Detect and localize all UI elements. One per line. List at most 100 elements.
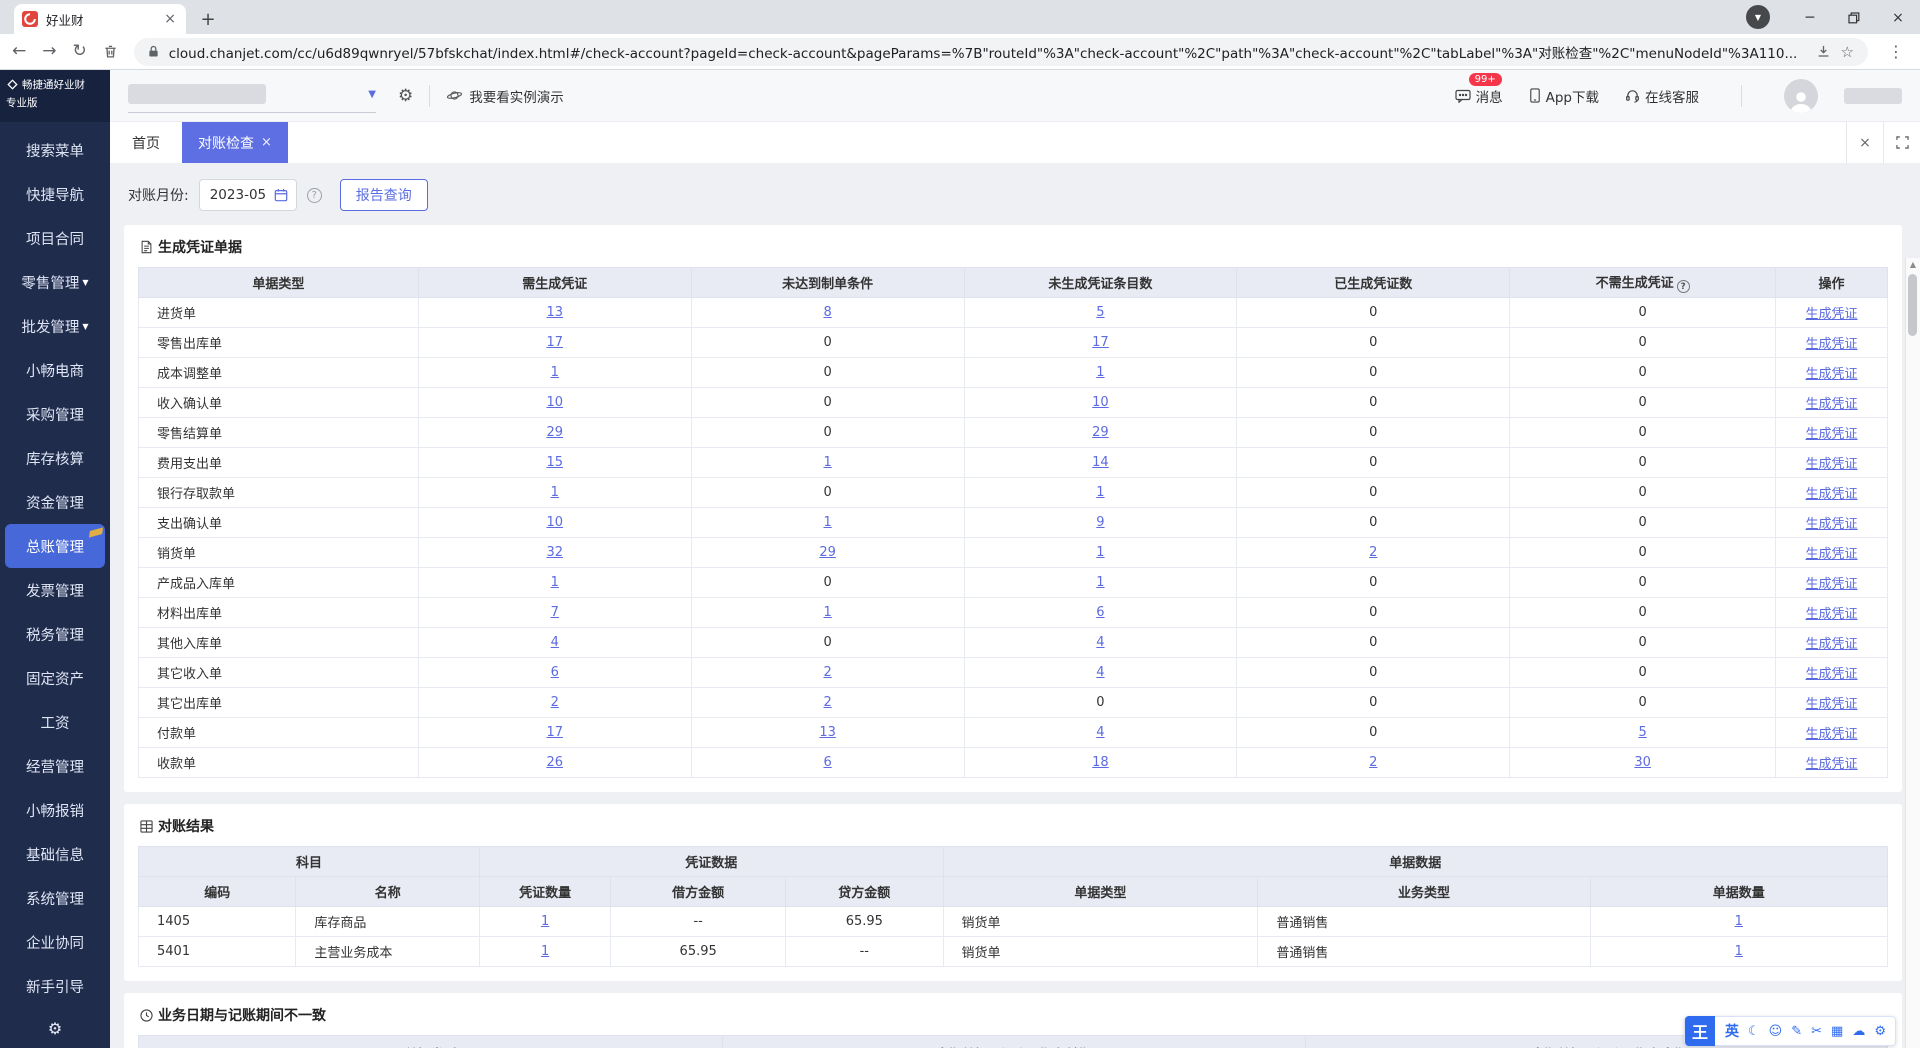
- count-link[interactable]: 4: [1096, 725, 1105, 740]
- ime-logo-badge[interactable]: 王: [1685, 1016, 1716, 1046]
- count-link[interactable]: 1: [1096, 365, 1105, 380]
- scrollbar-thumb[interactable]: [1908, 274, 1917, 336]
- period-date-input[interactable]: 2023-05: [198, 179, 297, 211]
- ime-mode-label[interactable]: 英: [1725, 1024, 1740, 1040]
- tab-close-icon[interactable]: ×: [164, 11, 176, 27]
- sidebar-item-4[interactable]: 批发管理 ▼: [5, 304, 105, 348]
- sidebar-item-8[interactable]: 资金管理: [5, 480, 105, 524]
- back-icon[interactable]: ←: [12, 41, 27, 61]
- count-link[interactable]: 29: [1092, 425, 1109, 440]
- sidebar-item-7[interactable]: 库存核算: [5, 436, 105, 480]
- generate-voucher-link[interactable]: 生成凭证: [1805, 517, 1858, 532]
- generate-voucher-link[interactable]: 生成凭证: [1805, 637, 1858, 652]
- bookmark-star-icon[interactable]: ☆: [1840, 42, 1854, 61]
- count-link[interactable]: 1: [823, 605, 832, 620]
- sidebar-item-3[interactable]: 零售管理 ▼: [5, 260, 105, 304]
- generate-voucher-link[interactable]: 生成凭证: [1805, 487, 1858, 502]
- count-link[interactable]: 30: [1634, 755, 1651, 770]
- generate-voucher-link[interactable]: 生成凭证: [1805, 607, 1858, 622]
- address-bar[interactable]: cloud.chanjet.com/cc/u6d89qwnryel/57bfsk…: [133, 37, 1868, 66]
- count-link[interactable]: 1: [1734, 914, 1743, 929]
- online-service-button[interactable]: 在线客服: [1625, 86, 1699, 106]
- generate-voucher-link[interactable]: 生成凭证: [1805, 757, 1858, 772]
- sidebar-item-5[interactable]: 小畅电商: [5, 348, 105, 392]
- generate-voucher-link[interactable]: 生成凭证: [1805, 727, 1858, 742]
- count-link[interactable]: 29: [546, 425, 564, 440]
- count-link[interactable]: 6: [1096, 605, 1105, 620]
- messages-button[interactable]: 99+ 消息: [1455, 72, 1503, 106]
- count-link[interactable]: 9: [1096, 515, 1105, 530]
- scroll-up-arrow-icon[interactable]: ▲: [1909, 260, 1917, 269]
- sidebar-item-10[interactable]: 发票管理: [5, 568, 105, 612]
- count-link[interactable]: 1: [550, 365, 559, 380]
- count-link[interactable]: 2: [550, 695, 559, 710]
- count-link[interactable]: 17: [546, 725, 564, 740]
- sidebar-item-11[interactable]: 税务管理: [5, 612, 105, 656]
- count-link[interactable]: 1: [1096, 545, 1105, 560]
- count-link[interactable]: 2: [823, 695, 832, 710]
- generate-voucher-link[interactable]: 生成凭证: [1805, 667, 1858, 682]
- count-link[interactable]: 17: [1092, 335, 1109, 350]
- sidebar-item-13[interactable]: 工资: [5, 700, 105, 744]
- count-link[interactable]: 1: [823, 455, 832, 470]
- count-link[interactable]: 1: [540, 914, 550, 929]
- sidebar-item-14[interactable]: 经营管理: [5, 744, 105, 788]
- browser-menu-icon[interactable]: ⋮: [1888, 42, 1904, 61]
- generate-voucher-link[interactable]: 生成凭证: [1805, 427, 1858, 442]
- download-icon[interactable]: [1816, 44, 1831, 59]
- count-link[interactable]: 17: [546, 335, 564, 350]
- count-link[interactable]: 2: [1369, 755, 1378, 770]
- forward-icon[interactable]: →: [42, 41, 57, 61]
- vertical-scrollbar[interactable]: ▲: [1905, 258, 1920, 1048]
- help-icon[interactable]: ?: [306, 187, 322, 203]
- count-link[interactable]: 1: [1734, 944, 1743, 959]
- generate-voucher-link[interactable]: 生成凭证: [1805, 697, 1858, 712]
- count-link[interactable]: 13: [546, 305, 564, 320]
- app-download-button[interactable]: App下载: [1529, 86, 1599, 106]
- reload-icon[interactable]: ↻: [72, 41, 87, 61]
- sidebar-item-15[interactable]: 小畅报销: [5, 788, 105, 832]
- report-query-button[interactable]: 报告查询: [339, 179, 428, 211]
- ime-cloud-icon[interactable]: ☁: [1852, 1023, 1866, 1039]
- sidebar-item-2[interactable]: 项目合同: [5, 216, 105, 260]
- header-settings-gear-icon[interactable]: ⚙: [398, 85, 414, 106]
- count-link[interactable]: 1: [1096, 485, 1105, 500]
- count-link[interactable]: 1: [550, 485, 559, 500]
- count-link[interactable]: 1: [823, 515, 832, 530]
- generate-voucher-link[interactable]: 生成凭证: [1805, 367, 1858, 382]
- browser-tab[interactable]: 好业财 ×: [14, 4, 186, 34]
- ime-moon-icon[interactable]: ☾: [1748, 1023, 1760, 1039]
- fullscreen-icon[interactable]: [1883, 122, 1920, 163]
- ime-toolbox-icon[interactable]: ⚙: [1874, 1023, 1886, 1039]
- generate-voucher-link[interactable]: 生成凭证: [1805, 547, 1858, 562]
- count-link[interactable]: 4: [1096, 665, 1105, 680]
- sidebar-settings-gear-icon[interactable]: ⚙: [47, 1019, 63, 1038]
- column-help-icon[interactable]: ?: [1676, 280, 1690, 294]
- company-selector[interactable]: ▼: [128, 84, 376, 113]
- new-tab-button[interactable]: +: [200, 8, 216, 30]
- sidebar-item-1[interactable]: 快捷导航: [5, 172, 105, 216]
- count-link[interactable]: 1: [1096, 575, 1105, 590]
- count-link[interactable]: 29: [819, 545, 836, 560]
- generate-voucher-link[interactable]: 生成凭证: [1805, 457, 1858, 472]
- count-link[interactable]: 5: [1638, 725, 1647, 740]
- count-link[interactable]: 1: [550, 575, 559, 590]
- count-link[interactable]: 13: [819, 725, 836, 740]
- count-link[interactable]: 6: [823, 755, 832, 770]
- count-link[interactable]: 5: [1096, 305, 1105, 320]
- count-link[interactable]: 18: [1092, 755, 1109, 770]
- tab-home[interactable]: 首页: [132, 135, 160, 152]
- sidebar-item-17[interactable]: 系统管理: [5, 876, 105, 920]
- demo-link[interactable]: 我要看实例演示: [446, 86, 564, 106]
- count-link[interactable]: 15: [546, 455, 564, 470]
- sidebar-item-6[interactable]: 采购管理: [5, 392, 105, 436]
- count-link[interactable]: 10: [1092, 395, 1109, 410]
- ime-clipboard-icon[interactable]: ✂: [1811, 1023, 1823, 1039]
- sidebar-item-19[interactable]: 新手引导: [5, 964, 105, 1008]
- ime-keyboard-icon[interactable]: ▦: [1831, 1023, 1844, 1039]
- tab-check-account[interactable]: 对账检查 ×: [182, 122, 288, 163]
- count-link[interactable]: 26: [546, 755, 564, 770]
- generate-voucher-link[interactable]: 生成凭证: [1805, 397, 1858, 412]
- window-minimize-button[interactable]: ─: [1805, 9, 1815, 26]
- count-link[interactable]: 6: [550, 665, 559, 680]
